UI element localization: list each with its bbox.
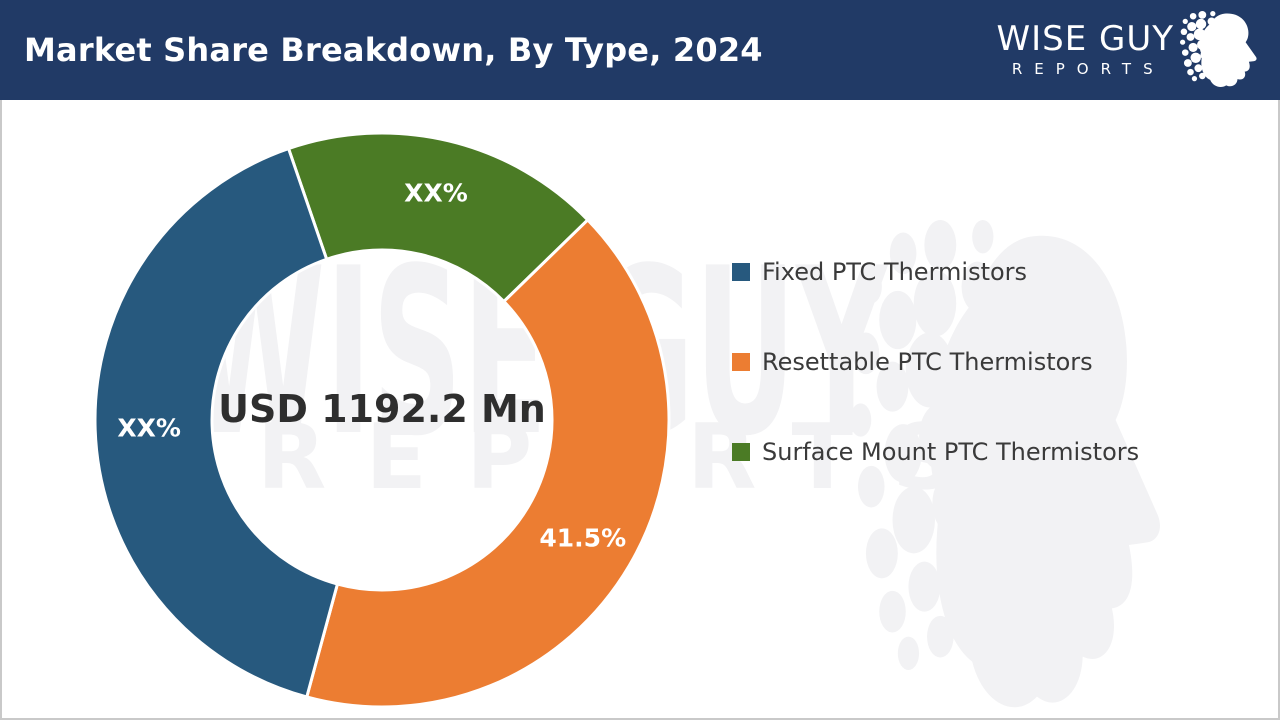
legend-item: Resettable PTC Thermistors <box>732 348 1139 376</box>
legend-item: Surface Mount PTC Thermistors <box>732 438 1140 466</box>
donut-slice <box>304 217 671 709</box>
slice-label: XX% <box>117 413 181 443</box>
donut-slice <box>286 131 590 304</box>
chart-area: WISE GUY REPORTS USD 1192.2 Mn Fixed PTC… <box>0 100 1280 720</box>
legend-label: Resettable PTC Thermistors <box>762 348 1093 376</box>
legend: Fixed PTC Thermistors Resettable PTC The… <box>732 258 1140 466</box>
legend-swatch <box>732 353 750 371</box>
legend-swatch <box>732 263 750 281</box>
legend-label: Surface Mount PTC Thermistors <box>762 438 1140 466</box>
donut-chart <box>93 131 671 709</box>
legend-swatch <box>732 443 750 461</box>
page-title: Market Share Breakdown, By Type, 2024 <box>24 31 763 69</box>
logo-wordmark: WISE GUY <box>996 19 1174 60</box>
slice-label: 41.5% <box>539 523 627 553</box>
wise-guy-logo: WISE GUY REPORTS <box>996 8 1264 92</box>
logo-subtext: REPORTS <box>1011 59 1165 78</box>
legend-item: Fixed PTC Thermistors <box>732 258 1139 286</box>
donut-slice <box>93 146 340 699</box>
logo-face-icon <box>1180 11 1264 89</box>
legend-label: Fixed PTC Thermistors <box>762 258 1028 286</box>
header-bar: Market Share Breakdown, By Type, 2024 WI… <box>0 0 1280 100</box>
chart-center-value: USD 1192.2 Mn <box>218 387 546 431</box>
slice-label: XX% <box>404 178 468 208</box>
